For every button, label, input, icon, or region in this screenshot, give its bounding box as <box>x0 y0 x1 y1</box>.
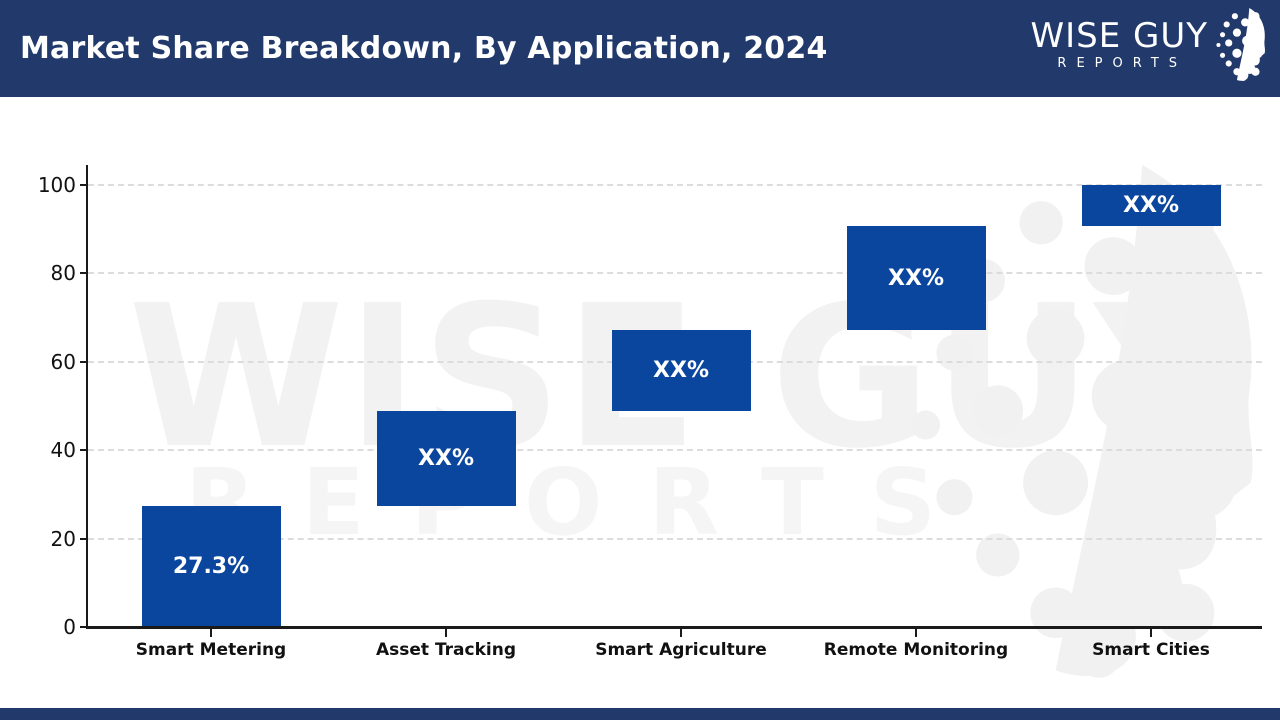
x-tick-2 <box>680 629 682 637</box>
y-tick-100 <box>80 184 88 186</box>
y-tick-60 <box>80 360 88 363</box>
x-tick-3 <box>915 629 917 637</box>
y-gridline-100 <box>88 184 1262 186</box>
bar-smart-agriculture: XX% <box>611 330 751 412</box>
page-title: Market Share Breakdown, By Application, … <box>20 31 828 66</box>
x-tick-4 <box>1150 629 1152 637</box>
waterfall-chart: 0 20 40 60 80 100 27.3% Smart Metering XX% Asset … <box>0 97 1280 708</box>
brand-name: WISE GUY <box>1030 16 1208 56</box>
bar-smart-metering: 27.3% <box>141 506 281 627</box>
y-tick-0 <box>80 626 88 628</box>
bar-value-label: 27.3% <box>172 554 250 580</box>
y-tick-label: 60 <box>50 349 76 374</box>
x-axis-line <box>86 626 1262 629</box>
bar-value-label: XX% <box>888 265 944 291</box>
y-gridline-40 <box>88 449 1262 452</box>
footer-bar <box>0 708 1280 720</box>
bar-value-label: XX% <box>1123 192 1179 218</box>
y-tick-80 <box>80 272 88 275</box>
brand-head-dots-icon <box>1216 8 1265 81</box>
x-tick-label: Smart Cities <box>1092 640 1210 660</box>
y-tick-20 <box>80 537 88 540</box>
y-gridline-80 <box>88 272 1262 275</box>
bar-asset-tracking: XX% <box>376 411 516 507</box>
y-tick-label: 0 <box>63 615 76 639</box>
y-tick-40 <box>80 449 88 452</box>
x-tick-0 <box>210 629 212 637</box>
header-bar: Market Share Breakdown, By Application, … <box>0 0 1280 97</box>
y-tick-label: 80 <box>50 261 76 286</box>
y-tick-label: 40 <box>50 438 76 463</box>
brand-logo: WISE GUY REPORTS <box>1030 8 1266 82</box>
bar-remote-monitoring: XX% <box>846 225 986 331</box>
bar-value-label: XX% <box>653 358 709 384</box>
brand-subname: REPORTS <box>1057 56 1188 71</box>
bar-smart-cities: XX% <box>1081 185 1221 226</box>
x-tick-label: Smart Metering <box>135 640 287 660</box>
x-tick-label: Smart Agriculture <box>595 640 767 660</box>
x-tick-label: Asset Tracking <box>375 640 517 660</box>
y-tick-label: 20 <box>50 526 76 551</box>
y-axis-line <box>86 165 88 629</box>
x-tick-1 <box>445 629 447 637</box>
x-tick-label: Remote Monitoring <box>823 640 1009 660</box>
y-gridline-20 <box>88 537 1262 540</box>
brand-logo-text: WISE GUY REPORTS <box>1030 18 1208 72</box>
y-tick-label: 100 <box>37 173 76 197</box>
bar-value-label: XX% <box>418 446 474 472</box>
